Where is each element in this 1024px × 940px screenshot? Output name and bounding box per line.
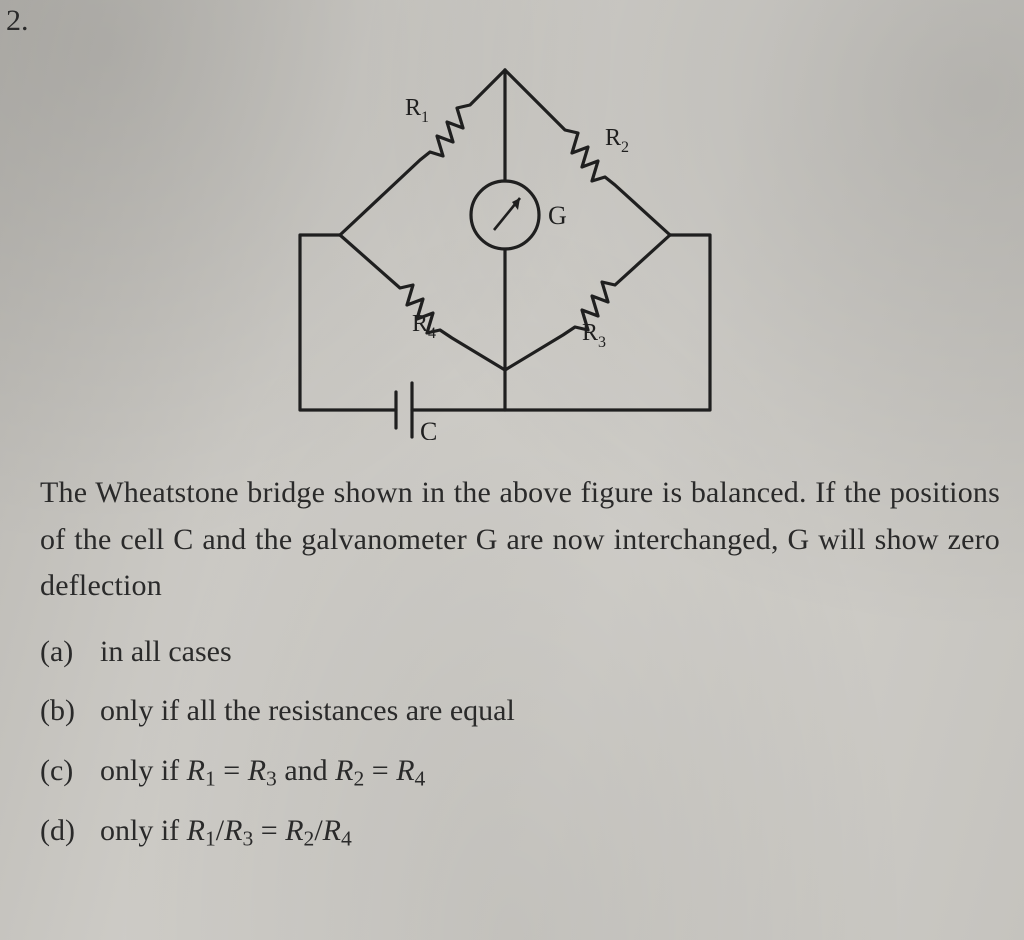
wheatstone-bridge-diagram: R 1 R 2 R 3 R 4 G C	[270, 40, 740, 440]
svg-text:3: 3	[598, 334, 606, 351]
svg-text:4: 4	[428, 325, 436, 342]
options-list: (a) in all cases (b) only if all the res…	[40, 624, 1000, 860]
option-c-label: (c)	[40, 743, 88, 799]
svg-text:2: 2	[621, 139, 629, 156]
label-g: G	[548, 201, 567, 230]
stem-line-1: The Wheatstone bridge shown in the above…	[40, 476, 836, 509]
option-b: (b) only if all the resistances are equa…	[40, 683, 1000, 739]
label-c: C	[420, 417, 437, 440]
option-c-text: only if R1 = R3 and R2 = R4	[100, 743, 425, 799]
question-text: The Wheatstone bridge shown in the above…	[40, 470, 1000, 863]
option-c: (c) only if R1 = R3 and R2 = R4	[40, 743, 1000, 799]
option-b-text: only if all the resistances are equal	[100, 683, 515, 739]
option-a: (a) in all cases	[40, 624, 1000, 680]
option-d: (d) only if R1/R3 = R2/R4	[40, 803, 1000, 859]
label-r4: R	[412, 311, 428, 337]
option-b-label: (b)	[40, 683, 88, 739]
circuit-svg: R 1 R 2 R 3 R 4 G C	[270, 40, 740, 440]
option-a-label: (a)	[40, 624, 88, 680]
label-r3: R	[582, 320, 598, 346]
page: 2.	[0, 0, 1024, 940]
label-r2: R	[605, 125, 621, 151]
question-stem: The Wheatstone bridge shown in the above…	[40, 470, 1000, 610]
option-d-label: (d)	[40, 803, 88, 859]
svg-text:1: 1	[421, 109, 429, 126]
option-d-text: only if R1/R3 = R2/R4	[100, 803, 352, 859]
label-r1: R	[405, 95, 421, 121]
option-a-text: in all cases	[100, 624, 232, 680]
question-number: 2.	[6, 4, 29, 38]
